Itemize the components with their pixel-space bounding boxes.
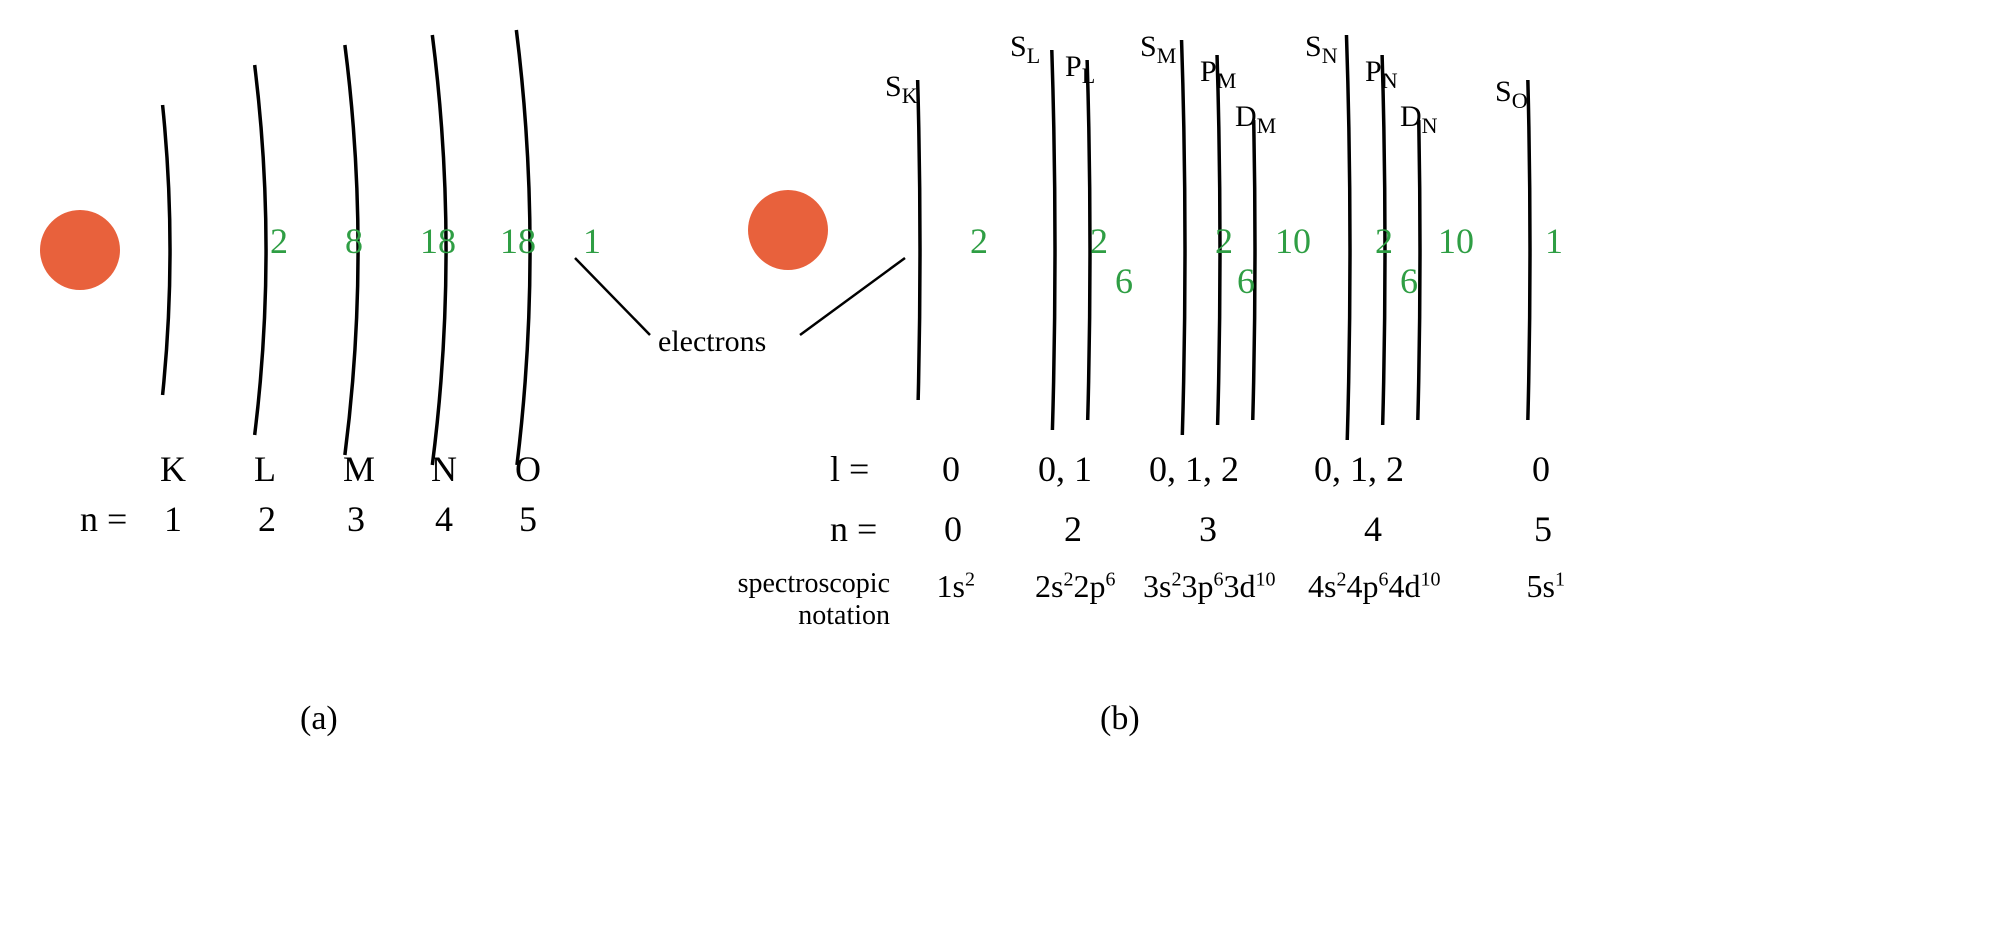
panel-b-subshell-arc-9 [1528, 80, 1530, 420]
panel-b-subshell-label-0: SK [885, 70, 918, 109]
panel-b-l-4: 0 [1532, 448, 1550, 490]
panel-b-spec-prefix: spectroscopicnotation [700, 568, 890, 632]
panel-b-spec-0: 1s2 [937, 568, 975, 605]
panel-a-shell-arc-K [163, 105, 170, 395]
panel-b-subshell-arc-0 [918, 80, 920, 400]
panel-a-shell-arc-L [255, 65, 266, 435]
panel-a-electrons-L: 8 [345, 220, 363, 262]
panel-b-spec-2: 3s23p63d10 [1143, 568, 1275, 605]
panel-b-spec-1: 2s22p6 [1035, 568, 1115, 605]
panel-b-electrons-3: 2 [1215, 220, 1233, 262]
panel-a-n-O: 5 [519, 498, 537, 540]
panel-b-subshell-label-2: PL [1065, 50, 1095, 89]
panel-a-shell-label-N: N [431, 448, 457, 490]
panel-a-electrons-K: 2 [270, 220, 288, 262]
panel-a-electrons-O: 1 [583, 220, 601, 262]
panel-b-subshell-label-7: PN [1365, 55, 1398, 94]
panel-b-electrons-9: 1 [1545, 220, 1563, 262]
panel-b-nucleus [748, 190, 828, 270]
electrons-leader-left [575, 258, 650, 335]
panel-b-subshell-arc-3 [1182, 40, 1185, 435]
panel-a-n-prefix: n = [80, 498, 127, 540]
panel-b-subshell-label-4: PM [1200, 55, 1236, 94]
panel-b-subshell-label-6: SN [1305, 30, 1338, 69]
panel-a-shell-label-M: M [343, 448, 375, 490]
diagram-stage: 2K18L218M318N41O5n =(a)SK2SL2PL6SM2PM6DM… [0, 0, 1999, 926]
panel-b-electrons-0: 2 [970, 220, 988, 262]
panel-a-shell-label-O: O [515, 448, 541, 490]
panel-b-n-0: 0 [944, 508, 962, 550]
panel-b-subshell-label-8: DN [1400, 100, 1438, 139]
panel-b-subshell-label-1: SL [1010, 30, 1040, 69]
panel-b-n-4: 5 [1534, 508, 1552, 550]
panel-b-subshell-label-9: SO [1495, 75, 1528, 114]
panel-b-subshell-arc-8 [1418, 120, 1420, 420]
panel-a-n-L: 2 [258, 498, 276, 540]
panel-a-n-N: 4 [435, 498, 453, 540]
electrons-leader-right [800, 258, 905, 335]
electrons-annotation: electrons [658, 325, 766, 359]
panel-b-n-1: 2 [1064, 508, 1082, 550]
panel-b-electrons-2: 6 [1115, 260, 1133, 302]
panel-a-n-M: 3 [347, 498, 365, 540]
panel-b-electrons-5: 10 [1275, 220, 1311, 262]
panel-a-label: (a) [300, 700, 338, 738]
panel-a-shell-label-K: K [160, 448, 186, 490]
panel-b-n-2: 3 [1199, 508, 1217, 550]
panel-b-l-prefix: l = [830, 448, 869, 490]
panel-b-subshell-arc-1 [1052, 50, 1055, 430]
panel-b-electrons-7: 6 [1400, 260, 1418, 302]
diagram-svg [0, 0, 1999, 926]
panel-b-subshell-label-3: SM [1140, 30, 1176, 69]
panel-a-electrons-M: 18 [420, 220, 456, 262]
panel-b-electrons-6: 2 [1375, 220, 1393, 262]
panel-b-electrons-8: 10 [1438, 220, 1474, 262]
panel-b-spec-4: 5s1 [1527, 568, 1565, 605]
panel-a-shell-label-L: L [254, 448, 276, 490]
panel-b-l-0: 0 [942, 448, 960, 490]
panel-b-n-3: 4 [1364, 508, 1382, 550]
panel-b-l-3: 0, 1, 2 [1314, 448, 1404, 490]
panel-a-nucleus [40, 210, 120, 290]
panel-b-electrons-1: 2 [1090, 220, 1108, 262]
panel-b-label: (b) [1100, 700, 1140, 738]
panel-b-n-prefix: n = [830, 508, 877, 550]
panel-b-subshell-label-5: DM [1235, 100, 1276, 139]
panel-b-spec-3: 4s24p64d10 [1308, 568, 1440, 605]
panel-b-electrons-4: 6 [1237, 260, 1255, 302]
panel-b-l-1: 0, 1 [1038, 448, 1092, 490]
panel-a-n-K: 1 [164, 498, 182, 540]
panel-a-electrons-N: 18 [500, 220, 536, 262]
panel-b-subshell-arc-6 [1346, 35, 1350, 440]
panel-b-l-2: 0, 1, 2 [1149, 448, 1239, 490]
